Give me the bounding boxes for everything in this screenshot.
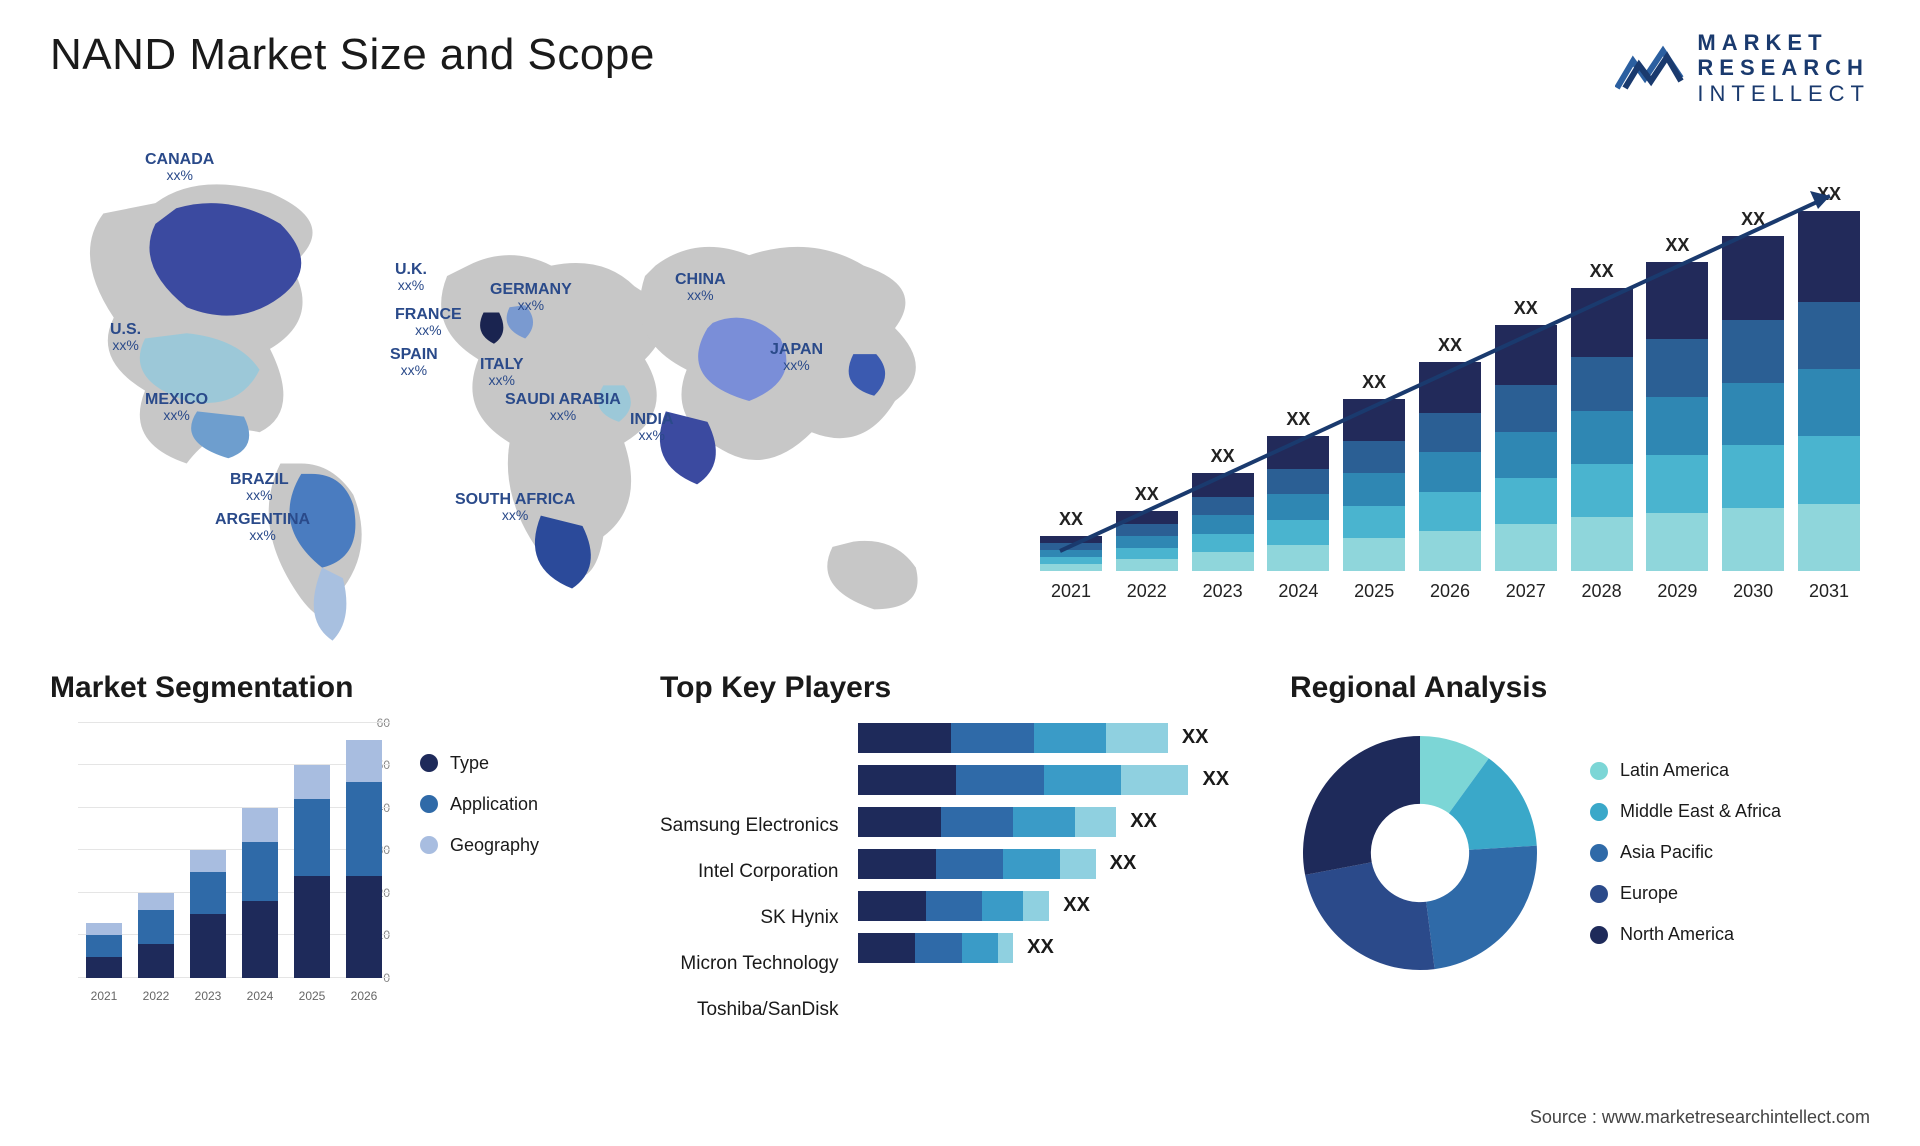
legend-item: Type xyxy=(420,753,539,774)
forecast-bar: XX xyxy=(1495,298,1557,571)
forecast-bar: XX xyxy=(1798,184,1860,571)
map-label: ITALYxx% xyxy=(480,356,524,389)
segmentation-bar xyxy=(294,765,330,978)
forecast-bar: XX xyxy=(1116,484,1178,571)
map-label: U.S.xx% xyxy=(110,321,141,354)
regional-title: Regional Analysis xyxy=(1290,671,1870,705)
segmentation-bar xyxy=(346,740,382,978)
map-label: CANADAxx% xyxy=(145,151,214,184)
regional-donut-chart xyxy=(1290,723,1550,983)
world-map-panel: CANADAxx% U.S.xx% MEXICOxx% BRAZILxx% ARGENT… xyxy=(50,131,990,631)
player-name xyxy=(660,765,838,795)
legend-item: Middle East & Africa xyxy=(1590,801,1781,822)
bottom-row: Market Segmentation 01020304050602021202… xyxy=(50,671,1870,1025)
legend-item: North America xyxy=(1590,924,1781,945)
map-label: CHINAxx% xyxy=(675,271,726,304)
segmentation-legend: Type Application Geography xyxy=(420,723,539,1003)
regional-legend: Latin America Middle East & Africa Asia Pa… xyxy=(1590,760,1781,945)
logo-mark-icon xyxy=(1615,43,1685,93)
player-bar: XX xyxy=(858,891,1240,921)
forecast-bar: XX xyxy=(1419,335,1481,571)
player-bar: XX xyxy=(858,933,1240,963)
player-bar: XX xyxy=(858,807,1240,837)
forecast-bar: XX xyxy=(1192,446,1254,571)
map-label: JAPANxx% xyxy=(770,341,823,374)
map-label: ARGENTINAxx% xyxy=(215,511,310,544)
forecast-bar: XX xyxy=(1571,261,1633,571)
segmentation-title: Market Segmentation xyxy=(50,671,610,705)
map-label: GERMANYxx% xyxy=(490,281,572,314)
forecast-bar: XX xyxy=(1646,235,1708,571)
page-title: NAND Market Size and Scope xyxy=(50,30,655,80)
map-label: U.K.xx% xyxy=(395,261,427,294)
segmentation-bar xyxy=(138,893,174,978)
regional-panel: Regional Analysis Latin America Middle Ea… xyxy=(1290,671,1870,1025)
players-bars: XX XX XX XX XX XX xyxy=(858,723,1240,1025)
logo-text: MARKET RESEARCH INTELLECT xyxy=(1697,30,1870,106)
forecast-bar: XX xyxy=(1040,509,1102,571)
player-name: Samsung Electronics xyxy=(660,811,838,841)
map-label: SPAINxx% xyxy=(390,346,438,379)
segmentation-bar xyxy=(242,808,278,978)
player-name: Micron Technology xyxy=(660,949,838,979)
header: NAND Market Size and Scope MARKET RESEAR… xyxy=(50,30,1870,106)
segmentation-bar xyxy=(86,923,122,978)
legend-item: Europe xyxy=(1590,883,1781,904)
segmentation-chart: 0102030405060202120222023202420252026 xyxy=(50,723,390,1003)
map-label: MEXICOxx% xyxy=(145,391,208,424)
forecast-bar: XX xyxy=(1267,409,1329,571)
donut-slice xyxy=(1426,846,1537,969)
player-name: Intel Corporation xyxy=(660,857,838,887)
forecast-chart: XXXXXXXXXXXXXXXXXXXXXX 20212022202320242… xyxy=(1030,131,1870,631)
map-label: FRANCExx% xyxy=(395,306,462,339)
players-names: Samsung Electronics Intel Corporation SK H… xyxy=(660,723,838,1025)
players-panel: Top Key Players Samsung Electronics Intel… xyxy=(660,671,1240,1025)
legend-item: Latin America xyxy=(1590,760,1781,781)
donut-slice xyxy=(1303,736,1420,875)
player-name: SK Hynix xyxy=(660,903,838,933)
map-label: BRAZILxx% xyxy=(230,471,289,504)
player-bar: XX xyxy=(858,765,1240,795)
donut-slice xyxy=(1305,862,1435,970)
map-label: SAUDI ARABIAxx% xyxy=(505,391,621,424)
player-bar: XX xyxy=(858,849,1240,879)
legend-item: Application xyxy=(420,794,539,815)
players-title: Top Key Players xyxy=(660,671,1240,705)
player-bar: XX xyxy=(858,723,1240,753)
legend-item: Geography xyxy=(420,835,539,856)
player-name: Toshiba/SanDisk xyxy=(660,995,838,1025)
top-row: CANADAxx% U.S.xx% MEXICOxx% BRAZILxx% ARGENT… xyxy=(50,131,1870,631)
legend-item: Asia Pacific xyxy=(1590,842,1781,863)
map-label: INDIAxx% xyxy=(630,411,674,444)
segmentation-bar xyxy=(190,850,226,978)
map-label: SOUTH AFRICAxx% xyxy=(455,491,575,524)
forecast-bar: XX xyxy=(1722,209,1784,570)
brand-logo: MARKET RESEARCH INTELLECT xyxy=(1615,30,1870,106)
source-attribution: Source : www.marketresearchintellect.com xyxy=(1530,1107,1870,1128)
segmentation-panel: Market Segmentation 01020304050602021202… xyxy=(50,671,610,1025)
forecast-bar: XX xyxy=(1343,372,1405,571)
